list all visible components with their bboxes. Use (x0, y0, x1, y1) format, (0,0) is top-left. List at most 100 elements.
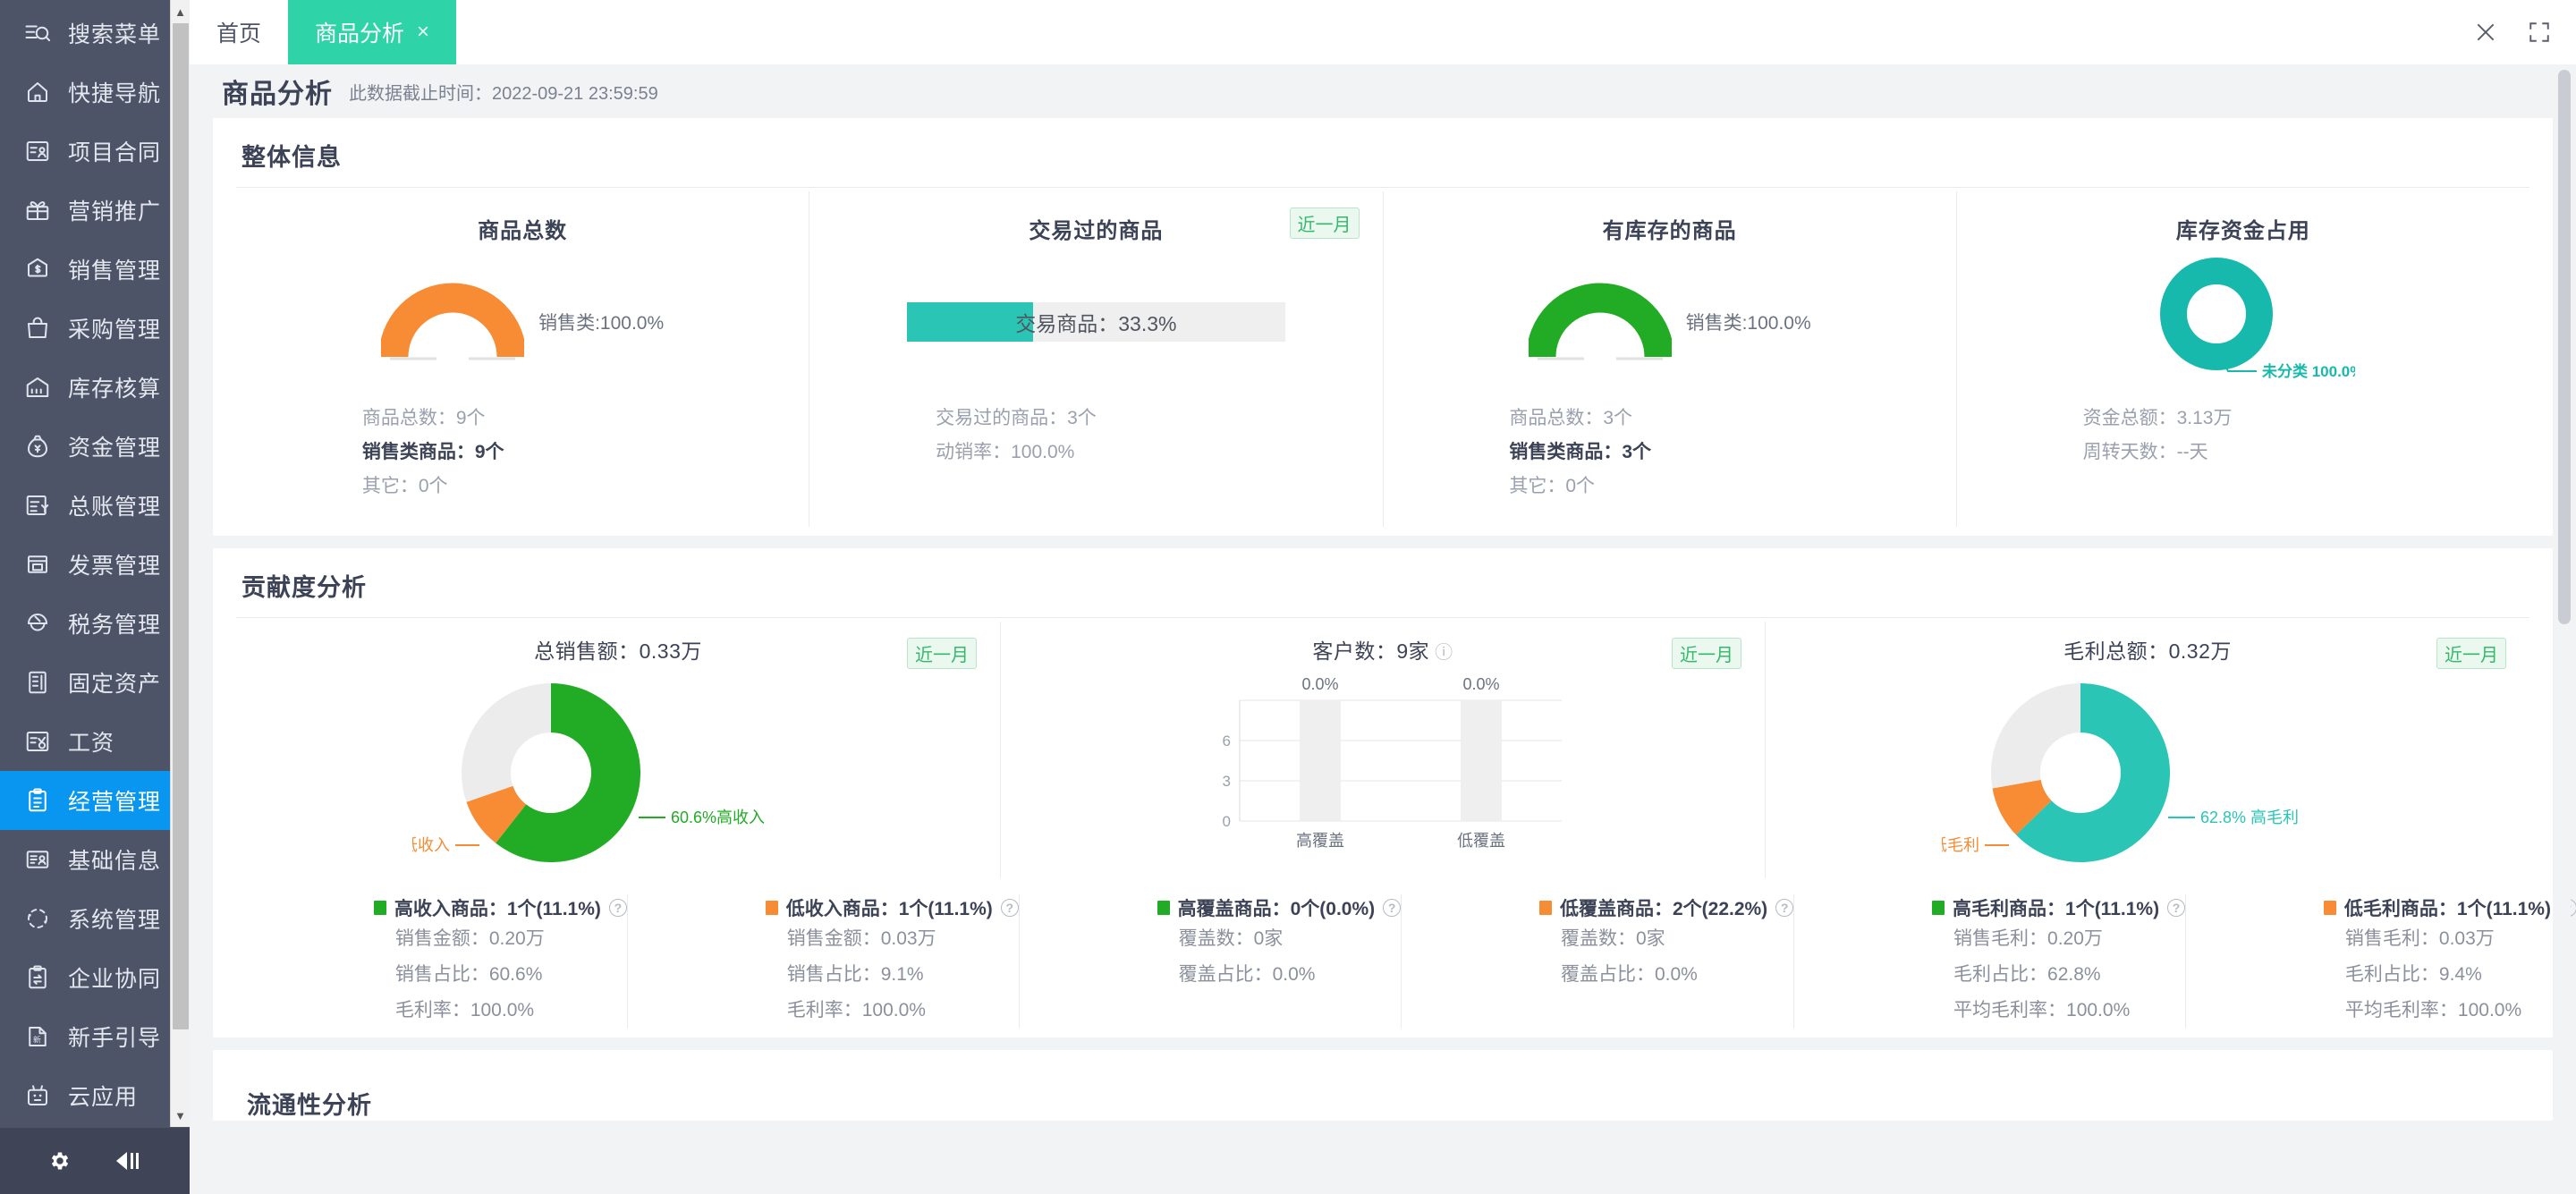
page-header: 商品分析 此数据截止时间：2022-09-21 23:59:59 (190, 64, 2576, 118)
gross-profit-donut: 62.8% 高毛利 9.4% 低毛利 (1766, 670, 2529, 862)
overall-info-panel: 整体信息 商品总数 销售类:100.0% 商品总数：9个 销售类商品：9个 其它：0个交… (213, 118, 2553, 536)
svg-text:62.8% 高毛利: 62.8% 高毛利 (2200, 809, 2299, 826)
sidebar-item-12[interactable]: 工资 (0, 712, 190, 771)
sidebar-item-18[interactable]: 云应用 (0, 1066, 190, 1125)
gear-icon[interactable] (48, 1149, 72, 1173)
collapse-icon[interactable] (114, 1151, 141, 1171)
sidebar-item-16[interactable]: 企业协同 (0, 948, 190, 1007)
tab-label: 商品分析 (315, 21, 405, 47)
page-scrollbar-thumb[interactable] (2558, 70, 2571, 624)
overall-card-1: 交易过的商品 近一月交易商品：33.3% 交易过的商品：3个 动销率：100.0% (809, 191, 1382, 527)
sidebar-item-label: 搜索菜单 (68, 22, 162, 47)
payroll-icon (20, 726, 55, 757)
period-badge[interactable]: 近一月 (1672, 638, 1741, 669)
column-title: 客户数：9家 ⓘ (1312, 639, 1453, 663)
legend-stat: 销售金额：0.03万 (786, 928, 936, 949)
sidebar-item-9[interactable]: 发票管理 (0, 535, 190, 594)
sidebar-menu: 搜索菜单快捷导航项目合同营销推广销售管理采购管理库存核算 资金管理 总账管理 发票管理… (0, 0, 190, 1128)
legend-swatch-icon (1932, 901, 1945, 915)
sales-icon (20, 254, 55, 284)
help-icon[interactable]: ? (2167, 899, 2186, 917)
card-stats: 交易过的商品：3个 动销率：100.0% (809, 402, 1382, 470)
legend-cell-0-1: 低收入商品：1个(11.1%)? 销售金额：0.03万 销售占比：9.1% 毛利率：1… (626, 894, 1019, 1029)
sidebar-item-8[interactable]: 总账管理 (0, 476, 190, 535)
legend-header: 高收入商品：1个(11.1%)? (373, 894, 627, 921)
sidebar-item-label: 经营管理 (68, 790, 162, 815)
sidebar-item-14[interactable]: 基础信息 (0, 830, 190, 889)
legend-cell-1-0: 高覆盖商品：0个(0.0%)? 覆盖数：0家 覆盖占比：0.0% (1018, 894, 1402, 1029)
legend-stat: 毛利率：100.0% (786, 1000, 926, 1020)
sidebar-item-13[interactable]: 经营管理 (0, 771, 190, 830)
sidebar-item-label: 项目合同 (68, 140, 162, 165)
legend-header: 低覆盖商品：2个(22.2%)? (1538, 894, 1794, 921)
help-icon[interactable]: ? (608, 899, 627, 917)
sidebar-item-10[interactable]: 税务管理 (0, 594, 190, 653)
sidebar-item-1[interactable]: 快捷导航 (0, 63, 190, 122)
sidebar-item-7[interactable]: 资金管理 (0, 417, 190, 476)
svg-text:高覆盖: 高覆盖 (1296, 832, 1344, 850)
column-title: 总销售额：0.33万 (534, 639, 702, 663)
scroll-down-arrow-icon[interactable]: ▼ (170, 1104, 191, 1127)
column-title: 毛利总额：0.32万 (2063, 639, 2232, 663)
home-icon (20, 77, 55, 107)
period-badge[interactable]: 近一月 (2436, 638, 2506, 669)
scrollbar-track[interactable] (170, 23, 191, 1104)
contract-icon (20, 136, 55, 166)
svg-text:9.4% 低毛利: 9.4% 低毛利 (1942, 836, 1979, 854)
legend-stat: 销售毛利：0.03万 (2344, 928, 2495, 949)
sidebar-item-17[interactable]: 新 新手引导 (0, 1007, 190, 1066)
sidebar-item-15[interactable]: 系统管理 (0, 889, 190, 948)
svg-text:60.6%高收入: 60.6%高收入 (671, 809, 765, 826)
contribution-column-0: 总销售额：0.33万 近一月 60.6%高收入 9.1%低收入 (236, 622, 1000, 878)
sidebar-item-label: 云应用 (68, 1085, 139, 1110)
tab-bar: 首页 商品分析 × (190, 0, 2576, 64)
contribution-column-2: 毛利总额：0.32万 近一月 62.8% 高毛利 9.4% 低毛利 (1765, 622, 2529, 878)
close-icon[interactable] (2474, 21, 2497, 44)
help-icon[interactable]: ? (1775, 899, 1794, 917)
sidebar-item-label: 采购管理 (68, 318, 162, 343)
help-icon[interactable]: ? (1000, 899, 1019, 917)
sidebar-footer (0, 1128, 190, 1194)
legend-swatch-icon (1538, 901, 1552, 915)
svg-text:6: 6 (1223, 732, 1231, 749)
period-badge[interactable]: 近一月 (1289, 207, 1360, 239)
svg-text:0.0%: 0.0% (1462, 675, 1499, 693)
legend-stat: 平均毛利率：100.0% (2344, 1000, 2522, 1020)
page-scrollbar[interactable] (2558, 70, 2571, 1179)
content-scroll-area: 整体信息 商品总数 销售类:100.0% 商品总数：9个 销售类商品：9个 其它：0个交… (190, 118, 2576, 1194)
sidebar-item-label: 企业协同 (68, 967, 162, 992)
tab-home[interactable]: 首页 (216, 21, 262, 47)
sidebar-item-label: 营销推广 (68, 199, 162, 224)
svg-text:0.0%: 0.0% (1301, 675, 1338, 693)
legend-stat: 销售金额：0.20万 (394, 928, 545, 949)
card-title: 交易过的商品 (1029, 219, 1164, 243)
sidebar-item-2[interactable]: 项目合同 (0, 122, 190, 181)
progress-chart: 交易商品：33.3% (809, 302, 1382, 342)
svg-text:新: 新 (33, 1034, 42, 1044)
scroll-up-arrow-icon[interactable]: ▲ (170, 0, 191, 23)
progress-label: 交易商品：33.3% (1015, 312, 1177, 335)
sidebar-item-3[interactable]: 营销推广 (0, 181, 190, 240)
sidebar-scrollbar[interactable]: ▲ ▼ (170, 0, 191, 1127)
tab-close-icon[interactable]: × (417, 20, 430, 44)
legend-title: 低收入商品：1个(11.1%) (785, 899, 993, 919)
tab-product-analysis[interactable]: 商品分析 × (288, 0, 457, 64)
sidebar-item-0[interactable]: 搜索菜单 (0, 4, 190, 63)
sidebar-item-6[interactable]: 库存核算 (0, 358, 190, 417)
circulation-panel: 流通性分析 (213, 1050, 2553, 1121)
sidebar-item-11[interactable]: 固定资产 (0, 653, 190, 712)
main-area: 首页 商品分析 × 商品分析 此数据截止时间：2022-09-21 23:59:… (190, 0, 2576, 1194)
legend-title: 高毛利商品：1个(11.1%) (1953, 899, 2160, 919)
gauge-label: 销售类:100.0% (538, 313, 665, 334)
sidebar-item-label: 基础信息 (68, 849, 162, 874)
help-icon[interactable]: ⓘ (1429, 643, 1453, 663)
gauge-chart: 销售类:100.0% (1528, 280, 1811, 365)
sidebar-item-4[interactable]: 销售管理 (0, 240, 190, 299)
scrollbar-thumb[interactable] (172, 23, 189, 1029)
help-icon[interactable]: ? (1383, 899, 1402, 917)
sidebar-item-5[interactable]: 采购管理 (0, 299, 190, 358)
period-badge[interactable]: 近一月 (907, 638, 977, 669)
fullscreen-icon[interactable] (2528, 21, 2551, 44)
